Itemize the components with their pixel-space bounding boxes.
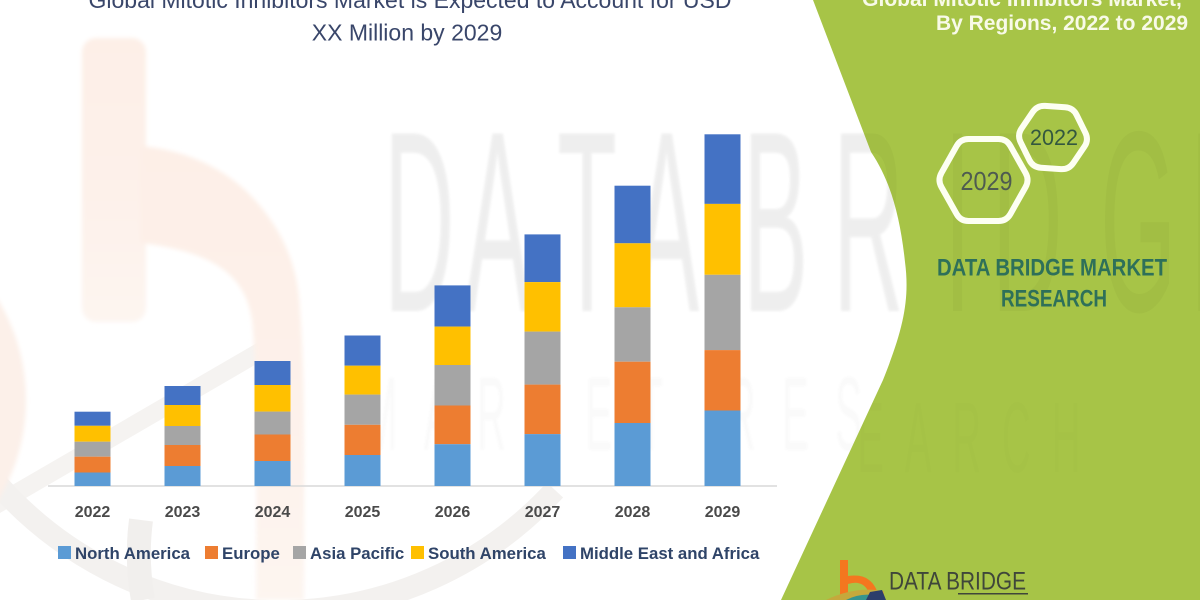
svg-text:2024: 2024: [255, 504, 291, 521]
svg-text:Global Mitotic Inhibitors Mark: Global Mitotic Inhibitors Market,: [862, 0, 1182, 11]
svg-text:RESEARCH: RESEARCH: [1001, 286, 1107, 313]
svg-text:2022: 2022: [75, 504, 111, 521]
svg-text:South America: South America: [428, 544, 546, 563]
svg-text:DATA BRIDGE MARKET: DATA BRIDGE MARKET: [937, 255, 1167, 282]
svg-text:Europe: Europe: [222, 544, 280, 563]
svg-text:2022: 2022: [1030, 125, 1078, 150]
svg-text:XX Million by 2029: XX Million by 2029: [312, 20, 503, 46]
svg-text:G: G: [1100, 78, 1176, 366]
svg-text:A: A: [465, 78, 530, 366]
svg-text:Global Mitotic Inhibitors Mark: Global Mitotic Inhibitors Market is Expe…: [89, 0, 732, 13]
svg-text:2027: 2027: [525, 504, 561, 521]
svg-text:North America: North America: [75, 544, 191, 563]
svg-text:2023: 2023: [165, 504, 201, 521]
svg-text:2029: 2029: [705, 504, 741, 521]
svg-text:2025: 2025: [345, 504, 381, 521]
svg-text:2029: 2029: [961, 166, 1013, 196]
svg-text:Middle East and Africa: Middle East and Africa: [580, 544, 760, 563]
svg-text:E: E: [1190, 78, 1200, 366]
svg-text:2028: 2028: [615, 504, 651, 521]
svg-text:T: T: [557, 78, 617, 366]
svg-text:By Regions, 2022 to 2029: By Regions, 2022 to 2029: [936, 12, 1188, 35]
svg-text:B: B: [743, 78, 808, 366]
svg-text:DATA BRIDGE: DATA BRIDGE: [889, 568, 1026, 596]
svg-text:Asia Pacific: Asia Pacific: [310, 544, 404, 563]
svg-text:2026: 2026: [435, 504, 471, 521]
